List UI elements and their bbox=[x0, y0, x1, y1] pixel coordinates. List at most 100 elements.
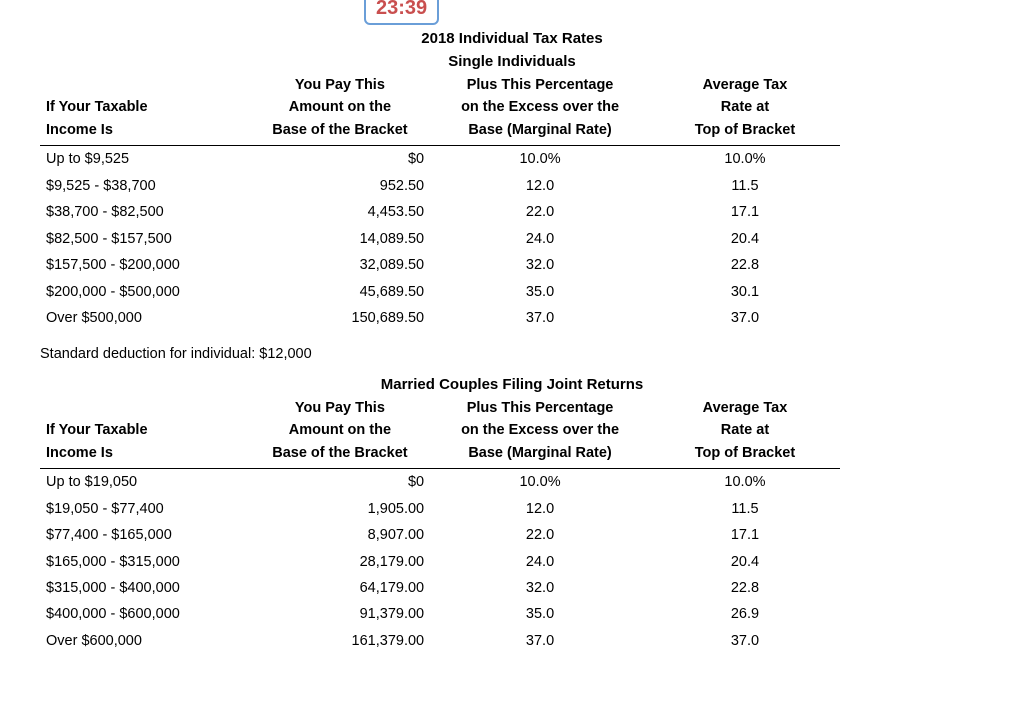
cell-base: $0 bbox=[250, 469, 430, 496]
cell-income: $157,500 - $200,000 bbox=[40, 252, 250, 278]
cell-marginal: 10.0% bbox=[430, 469, 650, 496]
single-tbody: Up to $9,525$010.0%10.0%$9,525 - $38,700… bbox=[40, 146, 840, 332]
cell-avg: 17.1 bbox=[650, 199, 840, 225]
table-row: $165,000 - $315,00028,179.0024.020.4 bbox=[40, 549, 840, 575]
cell-marginal: 12.0 bbox=[430, 173, 650, 199]
hdr-line: Base of the Bracket bbox=[272, 445, 407, 461]
cell-marginal: 12.0 bbox=[430, 496, 650, 522]
hdr-line: Top of Bracket bbox=[695, 122, 795, 138]
timestamp-badge: 23:39 bbox=[364, 0, 439, 25]
hdr-line: on the Excess over the bbox=[461, 422, 619, 438]
table-row: $82,500 - $157,50014,089.5024.020.4 bbox=[40, 226, 840, 252]
cell-income: $19,050 - $77,400 bbox=[40, 496, 250, 522]
table-row: Up to $9,525$010.0%10.0% bbox=[40, 146, 840, 173]
hdr-line: Average Tax bbox=[703, 77, 788, 93]
hdr-line: Average Tax bbox=[703, 400, 788, 416]
cell-marginal: 35.0 bbox=[430, 279, 650, 305]
cell-avg: 26.9 bbox=[650, 601, 840, 627]
hdr-line: If Your Taxable bbox=[46, 422, 148, 438]
cell-income: $165,000 - $315,000 bbox=[40, 549, 250, 575]
cell-avg: 22.8 bbox=[650, 252, 840, 278]
cell-avg: 10.0% bbox=[650, 469, 840, 496]
table-row: $315,000 - $400,00064,179.0032.022.8 bbox=[40, 575, 840, 601]
cell-income: $200,000 - $500,000 bbox=[40, 279, 250, 305]
col-header-marginal: Plus This Percentage on the Excess over … bbox=[430, 72, 650, 146]
cell-base: 1,905.00 bbox=[250, 496, 430, 522]
hdr-line: on the Excess over the bbox=[461, 99, 619, 115]
table-row: $200,000 - $500,00045,689.5035.030.1 bbox=[40, 279, 840, 305]
cell-income: Over $600,000 bbox=[40, 628, 250, 654]
hdr-line: Base of the Bracket bbox=[272, 122, 407, 138]
hdr-line: Amount on the bbox=[289, 99, 391, 115]
cell-base: 4,453.50 bbox=[250, 199, 430, 225]
hdr-line: Base (Marginal Rate) bbox=[468, 122, 611, 138]
hdr-line: Plus This Percentage bbox=[467, 77, 614, 93]
hdr-line: Top of Bracket bbox=[695, 445, 795, 461]
cell-marginal: 10.0% bbox=[430, 146, 650, 173]
hdr-line: Rate at bbox=[721, 422, 769, 438]
cell-avg: 37.0 bbox=[650, 628, 840, 654]
cell-base: $0 bbox=[250, 146, 430, 173]
cell-marginal: 22.0 bbox=[430, 522, 650, 548]
cell-marginal: 24.0 bbox=[430, 226, 650, 252]
cell-base: 45,689.50 bbox=[250, 279, 430, 305]
cell-avg: 20.4 bbox=[650, 226, 840, 252]
table-row: $157,500 - $200,00032,089.5032.022.8 bbox=[40, 252, 840, 278]
single-tax-table: If Your Taxable Income Is You Pay This A… bbox=[40, 72, 840, 332]
cell-marginal: 22.0 bbox=[430, 199, 650, 225]
cell-income: $38,700 - $82,500 bbox=[40, 199, 250, 225]
cell-avg: 20.4 bbox=[650, 549, 840, 575]
table-row: $400,000 - $600,00091,379.0035.026.9 bbox=[40, 601, 840, 627]
table-row: Up to $19,050$010.0%10.0% bbox=[40, 469, 840, 496]
cell-income: Over $500,000 bbox=[40, 305, 250, 331]
cell-base: 32,089.50 bbox=[250, 252, 430, 278]
single-note: Standard deduction for individual: $12,0… bbox=[40, 346, 984, 362]
cell-base: 91,379.00 bbox=[250, 601, 430, 627]
cell-avg: 11.5 bbox=[650, 173, 840, 199]
cell-avg: 22.8 bbox=[650, 575, 840, 601]
cell-income: Up to $19,050 bbox=[40, 469, 250, 496]
cell-income: Up to $9,525 bbox=[40, 146, 250, 173]
table-row: Over $600,000161,379.0037.037.0 bbox=[40, 628, 840, 654]
cell-avg: 11.5 bbox=[650, 496, 840, 522]
cell-marginal: 37.0 bbox=[430, 628, 650, 654]
table-row: $77,400 - $165,0008,907.0022.017.1 bbox=[40, 522, 840, 548]
cell-income: $400,000 - $600,000 bbox=[40, 601, 250, 627]
page-title: 2018 Individual Tax Rates bbox=[40, 30, 984, 47]
hdr-line: Income Is bbox=[46, 445, 113, 461]
hdr-line: Amount on the bbox=[289, 422, 391, 438]
married-tax-table: If Your Taxable Income Is You Pay This A… bbox=[40, 395, 840, 655]
cell-base: 28,179.00 bbox=[250, 549, 430, 575]
married-tbody: Up to $19,050$010.0%10.0%$19,050 - $77,4… bbox=[40, 469, 840, 655]
hdr-line: Plus This Percentage bbox=[467, 400, 614, 416]
married-subtitle: Married Couples Filing Joint Returns bbox=[40, 376, 984, 393]
cell-base: 150,689.50 bbox=[250, 305, 430, 331]
cell-avg: 37.0 bbox=[650, 305, 840, 331]
cell-base: 64,179.00 bbox=[250, 575, 430, 601]
col-header-base: You Pay This Amount on the Base of the B… bbox=[250, 395, 430, 469]
hdr-line: You Pay This bbox=[295, 400, 385, 416]
cell-marginal: 35.0 bbox=[430, 601, 650, 627]
cell-income: $9,525 - $38,700 bbox=[40, 173, 250, 199]
col-header-income: If Your Taxable Income Is bbox=[40, 395, 250, 469]
cell-marginal: 37.0 bbox=[430, 305, 650, 331]
hdr-line: You Pay This bbox=[295, 77, 385, 93]
table-row: $19,050 - $77,4001,905.0012.011.5 bbox=[40, 496, 840, 522]
col-header-base: You Pay This Amount on the Base of the B… bbox=[250, 72, 430, 146]
hdr-line: If Your Taxable bbox=[46, 99, 148, 115]
cell-base: 8,907.00 bbox=[250, 522, 430, 548]
cell-marginal: 32.0 bbox=[430, 252, 650, 278]
col-header-marginal: Plus This Percentage on the Excess over … bbox=[430, 395, 650, 469]
cell-income: $82,500 - $157,500 bbox=[40, 226, 250, 252]
cell-avg: 17.1 bbox=[650, 522, 840, 548]
cell-base: 161,379.00 bbox=[250, 628, 430, 654]
single-subtitle: Single Individuals bbox=[40, 53, 984, 70]
cell-avg: 30.1 bbox=[650, 279, 840, 305]
col-header-avg: Average Tax Rate at Top of Bracket bbox=[650, 395, 840, 469]
table-row: Over $500,000150,689.5037.037.0 bbox=[40, 305, 840, 331]
cell-marginal: 24.0 bbox=[430, 549, 650, 575]
cell-income: $77,400 - $165,000 bbox=[40, 522, 250, 548]
hdr-line: Base (Marginal Rate) bbox=[468, 445, 611, 461]
cell-avg: 10.0% bbox=[650, 146, 840, 173]
cell-income: $315,000 - $400,000 bbox=[40, 575, 250, 601]
